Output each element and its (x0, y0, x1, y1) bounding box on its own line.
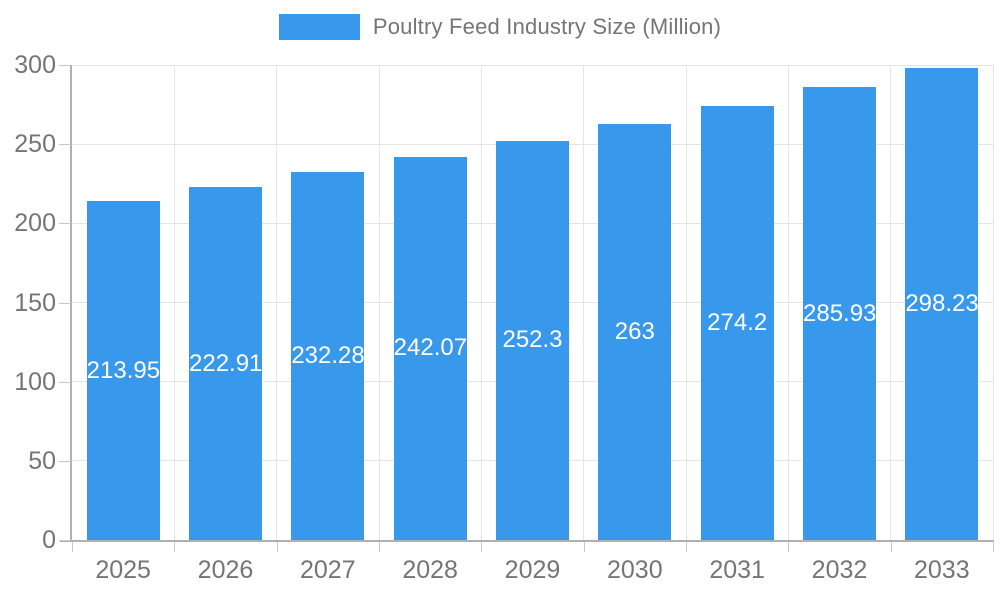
gridline-v (378, 65, 380, 540)
bar-value-label: 298.23 (905, 289, 979, 317)
gridline-v (583, 65, 585, 540)
y-axis-label: 250 (14, 130, 56, 159)
x-axis-tick (481, 542, 483, 552)
x-axis-label: 2028 (402, 556, 458, 584)
gridline-v (787, 65, 789, 540)
gridline-v (685, 65, 687, 540)
x-axis-label: 2027 (300, 556, 356, 584)
x-axis-label: 2033 (914, 556, 970, 584)
y-axis-tick (59, 460, 71, 462)
x-axis-tick (379, 542, 380, 552)
x-axis-tick (276, 542, 278, 552)
bar-value-label: 242.07 (393, 334, 468, 362)
x-axis-label: 2025 (95, 556, 151, 584)
gridline-h (72, 64, 993, 66)
y-axis-label: 200 (14, 209, 56, 238)
legend: Poultry Feed Industry Size (Million) (0, 14, 1000, 40)
x-axis-tick (72, 542, 73, 552)
bar-value-label: 263 (614, 317, 655, 345)
y-axis-label: 50 (28, 446, 56, 475)
x-axis-line (60, 540, 994, 542)
bar[interactable] (86, 201, 160, 540)
x-axis-label: 2029 (504, 556, 561, 584)
bar[interactable] (189, 187, 262, 540)
bar-value-label: 274.2 (707, 308, 768, 336)
x-axis-label: 2032 (811, 556, 868, 584)
bar[interactable] (700, 105, 774, 540)
y-axis-line (70, 65, 72, 542)
gridline-v (480, 65, 482, 540)
y-axis-tick (59, 381, 71, 383)
y-axis-tick (59, 144, 71, 146)
bar-value-label: 213.95 (86, 356, 161, 384)
x-axis-label: 2030 (607, 556, 663, 584)
y-axis-label: 0 (42, 526, 56, 554)
x-axis-tick (686, 542, 687, 552)
y-axis-tick (59, 302, 71, 304)
legend-label: Poultry Feed Industry Size (Million) (372, 14, 722, 39)
gridline-v (276, 65, 278, 540)
x-axis-tick (788, 542, 790, 552)
bar-value-label: 252.3 (502, 326, 563, 354)
gridline-v (890, 65, 892, 540)
x-axis-tick (993, 542, 994, 552)
y-axis-label: 300 (14, 51, 56, 79)
bar[interactable] (291, 172, 365, 540)
x-axis-label: 2026 (197, 556, 254, 584)
bar[interactable] (803, 87, 876, 540)
bar[interactable] (496, 140, 569, 540)
x-axis-tick (583, 542, 585, 552)
y-axis-tick (59, 65, 71, 66)
y-axis-tick (59, 540, 71, 541)
y-axis-tick (59, 223, 71, 225)
bar[interactable] (905, 67, 979, 540)
gridline-v (173, 65, 175, 540)
x-axis-label: 2031 (709, 556, 765, 584)
bar-value-label: 285.93 (803, 299, 877, 327)
gridline-v (992, 65, 994, 540)
y-axis-label: 100 (14, 367, 56, 396)
plot-area: 213.95 222.91 232.28 242.07 252.3 263 274.2 285… (72, 64, 994, 540)
bar[interactable] (393, 156, 467, 540)
y-axis-label: 150 (14, 288, 56, 317)
legend-swatch (278, 14, 360, 40)
bar-value-label: 222.91 (189, 349, 263, 377)
x-axis-tick (890, 542, 892, 552)
x-axis-tick (174, 542, 176, 552)
bar[interactable] (598, 123, 672, 540)
bar-value-label: 232.28 (291, 342, 365, 370)
